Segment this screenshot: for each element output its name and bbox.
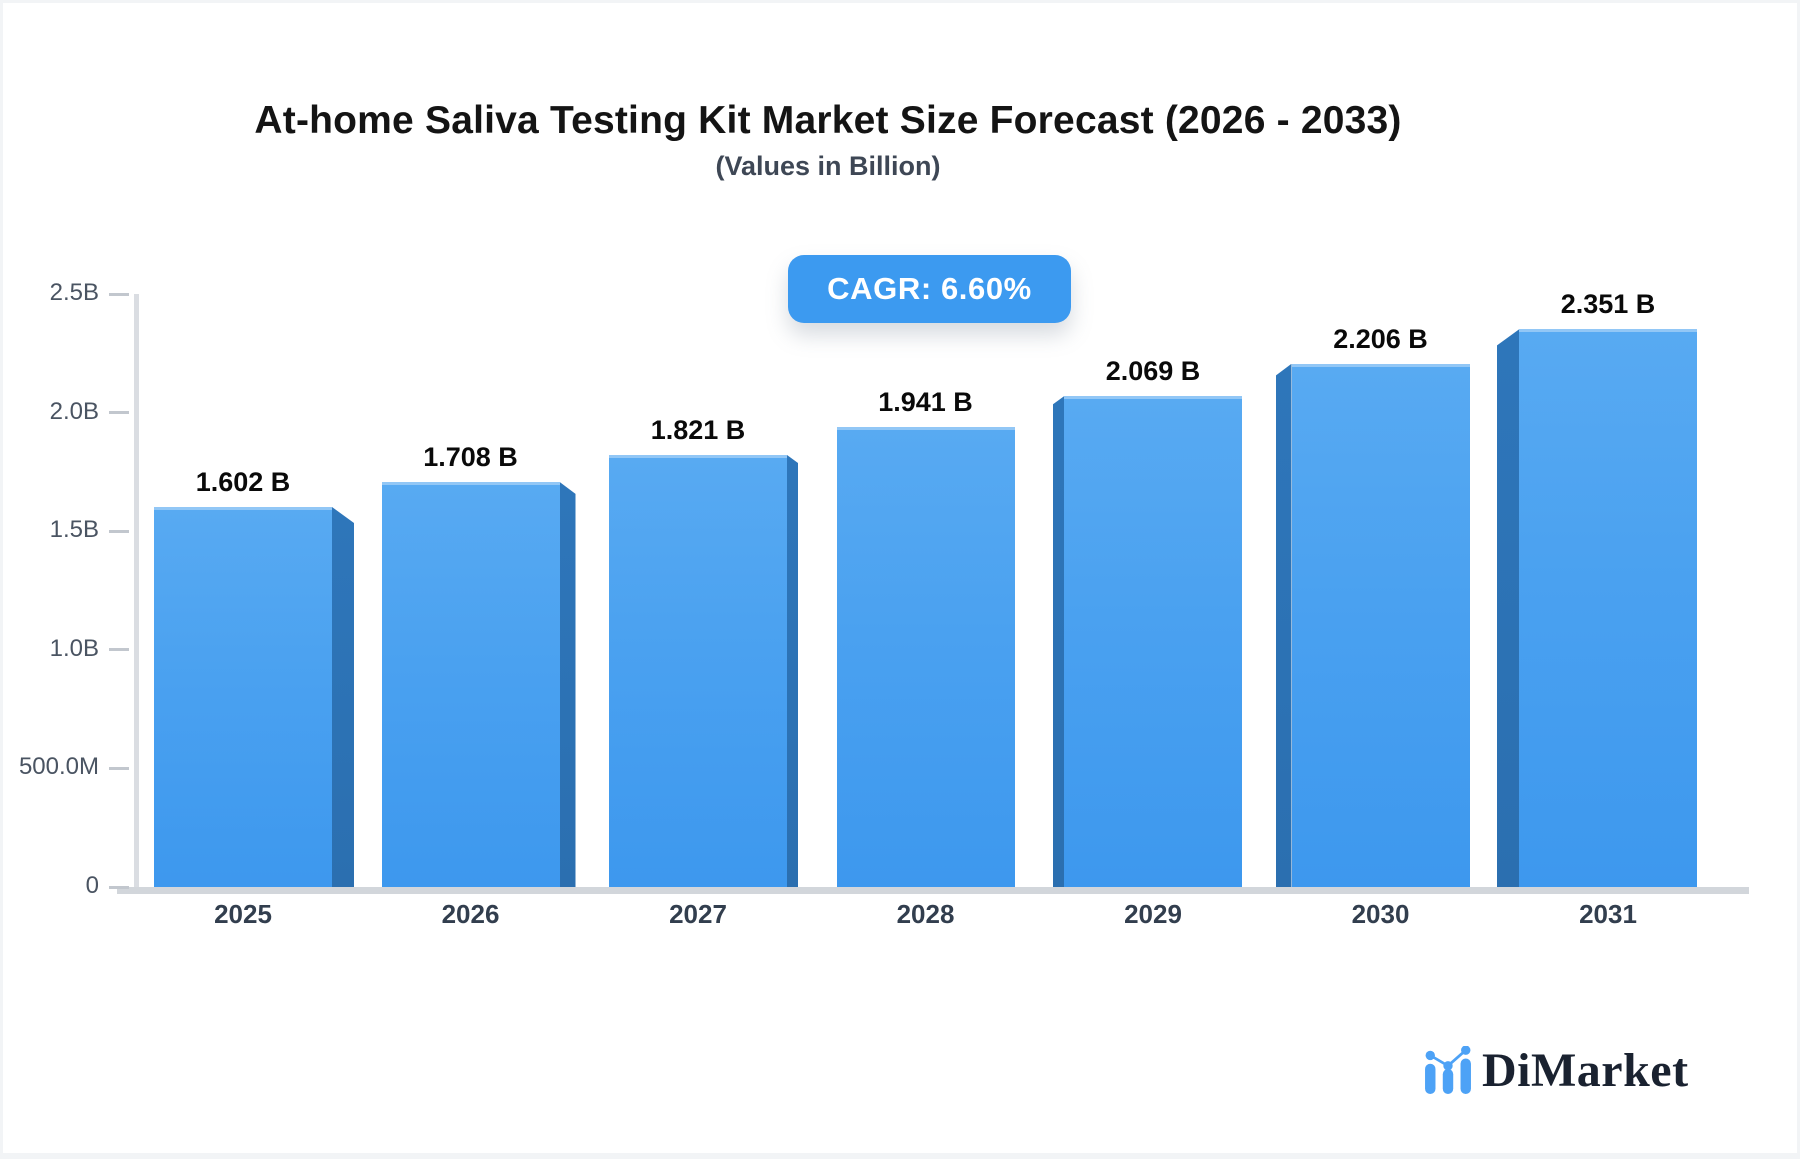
y-tick-label: 500.0M	[18, 753, 99, 781]
page-subtitle: (Values in Billion)	[715, 151, 941, 181]
bar-top-highlight	[609, 455, 787, 459]
x-axis-label: 2026	[441, 899, 500, 929]
x-axis	[117, 887, 1749, 894]
y-axis	[134, 294, 139, 887]
brand-name: DiMarket	[1482, 1043, 1689, 1097]
bar-side	[1275, 363, 1292, 887]
bar-side	[332, 507, 354, 887]
bar-value-label: 1.941 B	[878, 386, 973, 417]
x-axis-label: 2031	[1579, 899, 1637, 929]
cagr-badge-label: CAGR: 6.60%	[827, 271, 1032, 306]
x-axis-label: 2027	[669, 899, 727, 929]
y-tick-mark	[109, 885, 129, 889]
x-axis-label: 2028	[896, 899, 955, 929]
bar-top-highlight	[836, 426, 1015, 430]
bar-value-label: 2.069 B	[1105, 356, 1201, 387]
y-tick-mark	[109, 766, 129, 770]
bar-top-highlight	[1291, 363, 1470, 367]
y-tick-label: 2.0B	[49, 397, 99, 425]
bar-2025	[154, 507, 332, 887]
y-tick-label: 1.0B	[49, 634, 99, 662]
bar-side	[1497, 329, 1519, 887]
y-tick-label: 0	[85, 872, 99, 899]
y-tick-mark	[109, 529, 129, 533]
bar-side	[787, 455, 798, 887]
page-title: At-home Saliva Testing Kit Market Size F…	[254, 99, 1402, 142]
y-tick-mark	[109, 648, 129, 652]
bar-2027	[609, 455, 787, 887]
bar-side	[559, 481, 576, 887]
chart-card: At-home Saliva Testing Kit Market Size F…	[3, 3, 1797, 1153]
x-axis-label: 2030	[1351, 899, 1410, 929]
bar-top-highlight	[154, 507, 332, 510]
bar-top-highlight	[1064, 396, 1242, 400]
brand-logo: DiMarket	[1425, 1039, 1689, 1101]
bar-side	[1053, 396, 1064, 887]
bar-chart: 2.5B 2.0B 1.5B 1.0B 500.0M 0 1.602 B 2025 1.708…	[3, 3, 1800, 1159]
bar-2028	[836, 426, 1015, 887]
bar-2029	[1064, 396, 1242, 887]
y-tick-label: 1.5B	[49, 516, 99, 544]
bar-top-highlight	[1519, 329, 1697, 333]
bar-value-label: 2.351 B	[1560, 289, 1656, 320]
y-tick-mark	[109, 292, 129, 296]
x-axis-label: 2025	[214, 899, 272, 929]
y-tick-label: 2.5B	[49, 279, 99, 306]
bar-2031	[1519, 329, 1697, 887]
bar-2026	[381, 481, 560, 887]
cagr-badge: CAGR: 6.60%	[788, 255, 1071, 323]
bar-value-label: 1.602 B	[195, 467, 291, 497]
bar-value-label: 1.821 B	[650, 415, 746, 446]
y-tick-mark	[109, 411, 129, 415]
bar-2030	[1291, 363, 1470, 887]
bar-value-label: 1.708 B	[423, 441, 518, 472]
bar-value-label: 2.206 B	[1333, 323, 1428, 354]
bar-top-highlight	[381, 481, 560, 485]
x-axis-label: 2029	[1124, 899, 1182, 929]
bar-chart-icon	[1425, 1046, 1471, 1094]
